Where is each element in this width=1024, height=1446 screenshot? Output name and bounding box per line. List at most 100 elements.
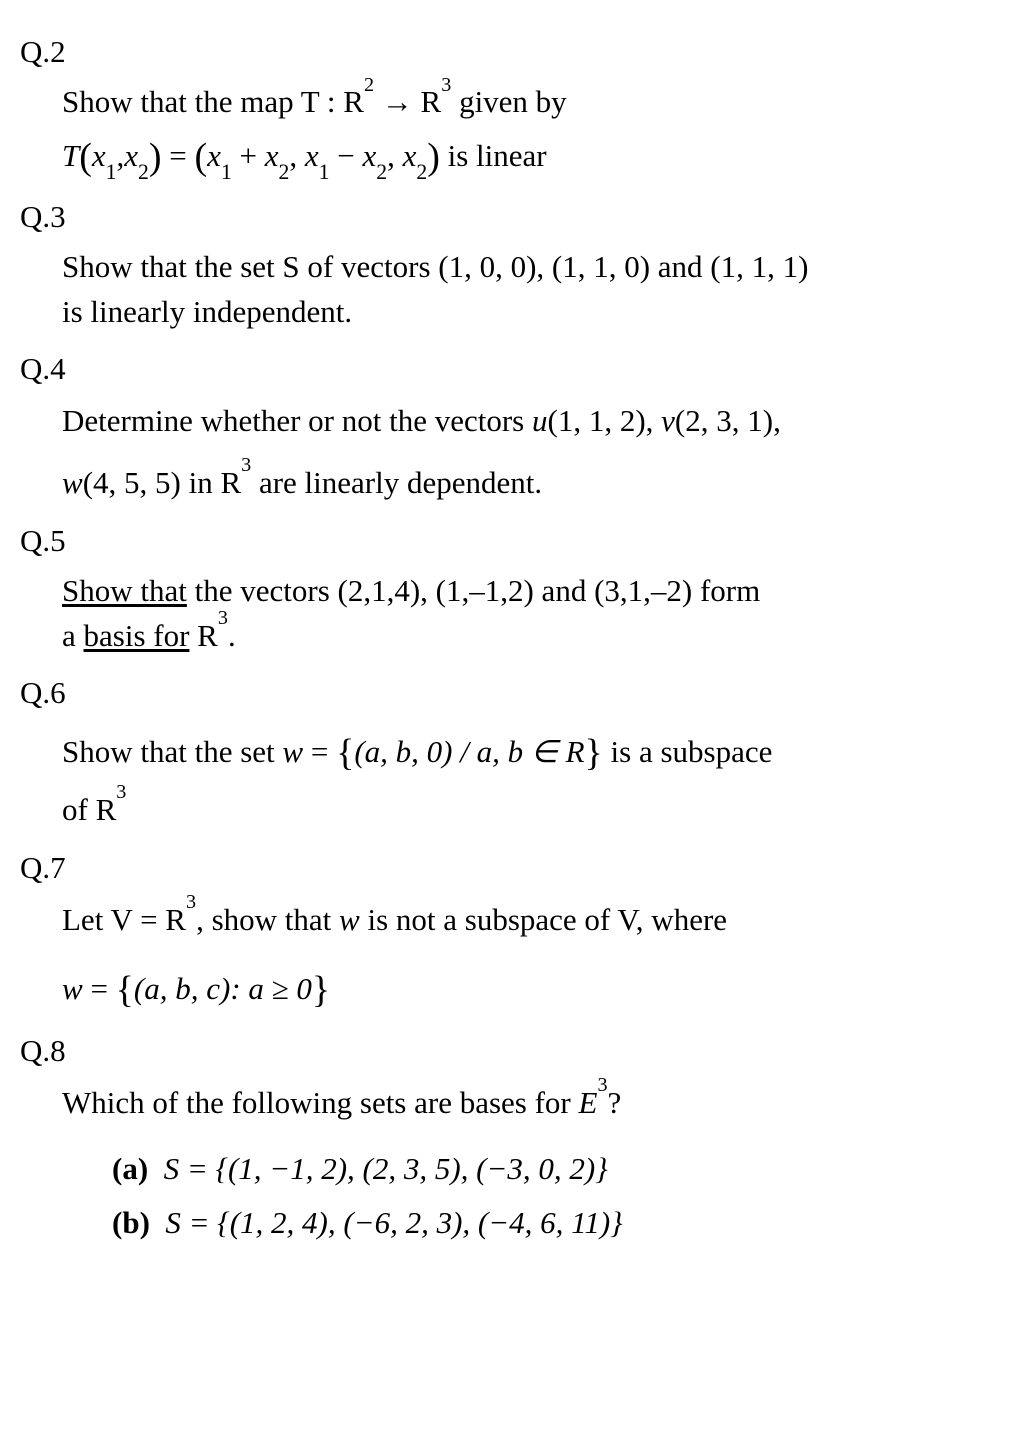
t: R (189, 618, 217, 653)
t: x (305, 138, 319, 173)
t: a (62, 618, 84, 653)
t: Determine whether or not the vectors (62, 403, 532, 438)
brace: } (312, 969, 330, 1011)
q6-line2: of R3 (62, 786, 1004, 834)
brace: { (336, 732, 354, 774)
question-3-number: Q.3 (20, 193, 1004, 241)
t: E (579, 1085, 598, 1120)
t: + (232, 138, 265, 173)
brace: { (116, 969, 134, 1011)
q2-line1: Show that the map T : R2 → R3 given by (62, 80, 1004, 125)
t: u (532, 403, 548, 438)
t: Show that the set (62, 734, 282, 769)
t: , (387, 138, 403, 173)
t: , show that (196, 902, 339, 937)
q3-line1: Show that the set S of vectors (1, 0, 0)… (62, 245, 1004, 290)
paren: ( (195, 136, 208, 178)
q8-option-a: (a) S = {(1, −1, 2), (2, 3, 5), (−3, 0, … (112, 1145, 1004, 1193)
t: (4, 5, 5) in R (83, 465, 241, 500)
exp: 3 (597, 1074, 607, 1096)
q8-line1: Which of the following sets are bases fo… (62, 1079, 1004, 1127)
s: 2 (138, 160, 149, 184)
q6-line1: Show that the set w = {(a, b, 0) / a, b … (62, 721, 1004, 780)
t: (2, 3, 1), (675, 403, 781, 438)
opt-set: S = {(1, −1, 2), (2, 3, 5), (−3, 0, 2)} (164, 1151, 608, 1186)
s: 1 (319, 160, 330, 184)
question-5-body: Show that the vectors (2,1,4), (1,–1,2) … (62, 569, 1004, 659)
t: , (289, 138, 305, 173)
q5-line2: a basis for R3. (62, 614, 1004, 659)
question-8-number: Q.8 (20, 1027, 1004, 1075)
t: w (282, 734, 303, 769)
t: x (92, 138, 106, 173)
q5-line1: Show that the vectors (2,1,4), (1,–1,2) … (62, 569, 1004, 614)
t: Show that (62, 573, 187, 608)
question-7-number: Q.7 (20, 844, 1004, 892)
question-6-body: Show that the set w = {(a, b, 0) / a, b … (62, 721, 1004, 834)
question-3-body: Show that the set S of vectors (1, 0, 0)… (62, 245, 1004, 335)
s: 1 (221, 160, 232, 184)
question-8-body: Which of the following sets are bases fo… (62, 1079, 1004, 1247)
exp: 3 (241, 454, 251, 476)
q3-line2: is linearly independent. (62, 290, 1004, 335)
t: the vectors (2,1,4), (1,–1,2) and (3,1,–… (187, 573, 760, 608)
t: x (207, 138, 221, 173)
question-2-body: Show that the map T : R2 → R3 given by T… (62, 80, 1004, 183)
t: Which of the following sets are bases fo… (62, 1085, 579, 1120)
t: = (162, 138, 195, 173)
opt-set: S = {(1, 2, 4), (−6, 2, 3), (−4, 6, 11)} (165, 1205, 622, 1240)
s: 1 (106, 160, 117, 184)
t: w (62, 465, 83, 500)
question-4-number: Q.4 (20, 345, 1004, 393)
t: given by (451, 84, 566, 119)
t: T (62, 138, 79, 173)
exp: 3 (116, 781, 126, 803)
question-5-number: Q.5 (20, 517, 1004, 565)
t: is not a subspace of V, where (360, 902, 727, 937)
t: . (228, 618, 236, 653)
q7-line2: w = {(a, b, c): a ≥ 0} (62, 958, 1004, 1017)
t: − (329, 138, 362, 173)
t: x (403, 138, 417, 173)
exp: 2 (364, 74, 374, 96)
t: of R (62, 792, 116, 827)
opt-label: (a) (112, 1151, 148, 1186)
t: w (62, 971, 83, 1006)
opt-label: (b) (112, 1205, 150, 1240)
s: 2 (279, 160, 290, 184)
t: (a, b, c): a ≥ 0 (134, 971, 312, 1006)
t: (1, 1, 2), (548, 403, 662, 438)
t: are linearly dependent. (251, 465, 542, 500)
s: 2 (376, 160, 387, 184)
exp: 3 (186, 891, 196, 913)
t: is a subspace (603, 734, 773, 769)
t: ? (608, 1085, 622, 1120)
exp: 3 (441, 74, 451, 96)
t: (a, b, 0) / a, b ∈ R (354, 734, 584, 769)
t: v (661, 403, 675, 438)
q4-line2: w(4, 5, 5) in R3 are linearly dependent. (62, 459, 1004, 507)
s: 2 (416, 160, 427, 184)
paren: ) (427, 136, 440, 178)
exp: 3 (218, 607, 228, 629)
q8-option-b: (b) S = {(1, 2, 4), (−6, 2, 3), (−4, 6, … (112, 1199, 1004, 1247)
t: x (124, 138, 138, 173)
t: = (303, 734, 336, 769)
t: Show that the map T : R (62, 84, 364, 119)
paren: ) (149, 136, 162, 178)
brace: } (585, 732, 603, 774)
t: is linear (440, 138, 547, 173)
question-7-body: Let V = R3, show that w is not a subspac… (62, 896, 1004, 1017)
t: x (362, 138, 376, 173)
t: basis for (84, 618, 190, 653)
question-4-body: Determine whether or not the vectors u(1… (62, 397, 1004, 507)
paren: ( (79, 136, 92, 178)
t: → R (374, 84, 441, 119)
t: w (339, 902, 360, 937)
q7-line1: Let V = R3, show that w is not a subspac… (62, 896, 1004, 944)
t: x (265, 138, 279, 173)
question-2-number: Q.2 (20, 28, 1004, 76)
q4-line1: Determine whether or not the vectors u(1… (62, 397, 1004, 445)
t: Let V = R (62, 902, 186, 937)
q2-line2: T(x1,x2) = (x1 + x2, x1 − x2, x2) is lin… (62, 127, 1004, 183)
